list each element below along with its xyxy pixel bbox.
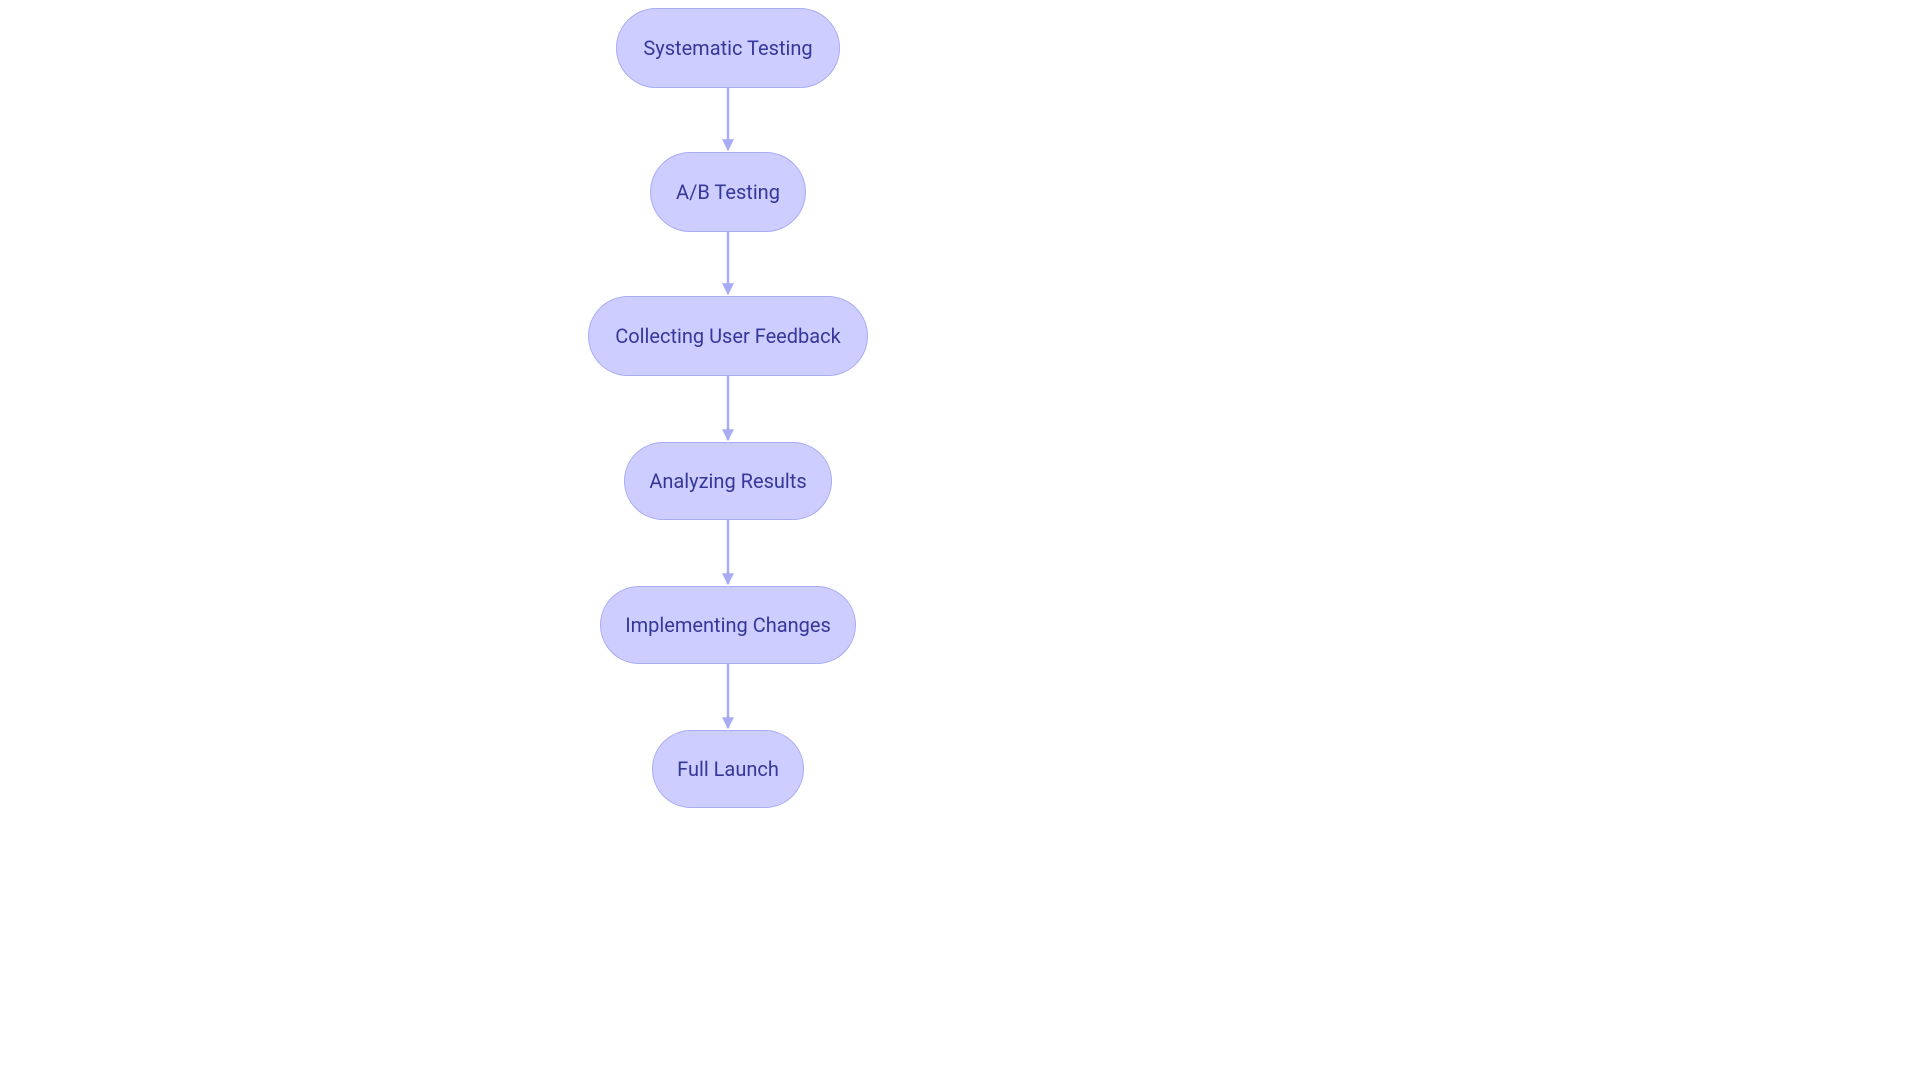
flowchart-canvas: Systematic Testing A/B Testing Collecting … [0,0,1920,1083]
flowchart-node: Analyzing Results [624,442,832,520]
flowchart-node-label: Collecting User Feedback [615,324,841,348]
flowchart-node-label: Implementing Changes [625,613,831,637]
flowchart-node-label: Full Launch [677,757,779,781]
flowchart-node-label: A/B Testing [676,180,780,204]
flowchart-node: Collecting User Feedback [588,296,868,376]
flowchart-edges [0,0,1920,1083]
flowchart-node-label: Systematic Testing [643,36,812,60]
flowchart-node-label: Analyzing Results [649,469,806,493]
flowchart-node: Systematic Testing [616,8,840,88]
flowchart-node: Implementing Changes [600,586,856,664]
flowchart-node: A/B Testing [650,152,806,232]
flowchart-node: Full Launch [652,730,804,808]
